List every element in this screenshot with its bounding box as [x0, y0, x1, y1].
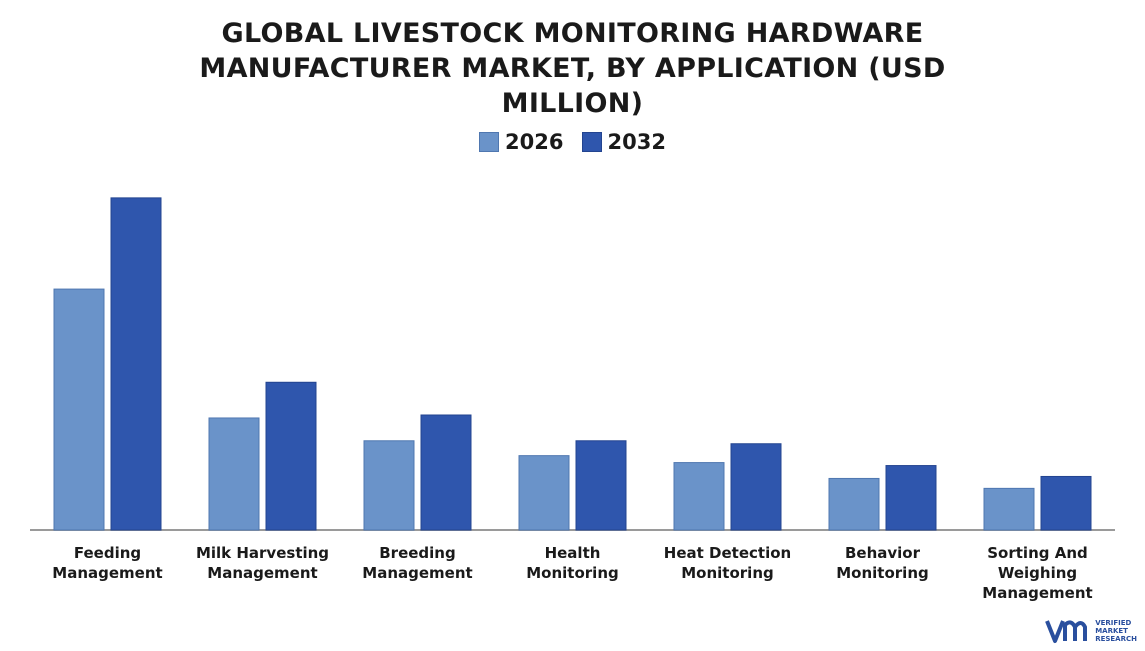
bar-2032-1 [265, 381, 317, 531]
brand-logo-line-2: MARKET [1095, 627, 1128, 635]
bar-2026-0 [53, 288, 105, 531]
x-tick-label-3-1: Monitoring [526, 564, 618, 582]
legend-swatch-2026 [479, 132, 500, 152]
x-tick-label-6-0: Sorting And [987, 544, 1087, 562]
x-tick-label-0-1: Management [52, 564, 162, 582]
bar-2032-0 [110, 197, 162, 531]
x-tick-label-2-1: Management [362, 564, 472, 582]
chart-title: GLOBAL LIVESTOCK MONITORING HARDWARE MAN… [0, 16, 1145, 121]
x-tick-label-6-1: Weighing [998, 564, 1077, 582]
legend-item-2026: 2026 [479, 130, 564, 154]
legend-item-2032: 2032 [581, 130, 666, 154]
x-tick-label-5-1: Monitoring [836, 564, 928, 582]
x-tick-label-0-0: Feeding [74, 544, 141, 562]
x-tick-label-2-0: Breeding [379, 544, 455, 562]
bar-2026-3 [518, 455, 570, 531]
brand-logo: VERIFIED MARKET RESEARCH [1045, 617, 1137, 645]
x-tick-label-1-1: Management [207, 564, 317, 582]
vmr-logo-icon [1045, 620, 1088, 643]
brand-logo-line-1: VERIFIED [1095, 619, 1132, 627]
x-tick-label-5-0: Behavior [845, 544, 921, 562]
x-tick-label-3-0: Health [545, 544, 601, 562]
chart-legend: 2026 2032 [0, 130, 1145, 154]
brand-logo-line-3: RESEARCH [1095, 635, 1137, 643]
chart-title-line-1: GLOBAL LIVESTOCK MONITORING HARDWARE [221, 18, 924, 49]
bar-2026-5 [828, 477, 880, 531]
bar-2032-3 [575, 440, 627, 531]
legend-swatch-2032 [581, 132, 602, 152]
bar-2032-5 [885, 465, 937, 531]
bar-2026-6 [983, 487, 1035, 531]
legend-label-2032: 2032 [607, 130, 666, 154]
x-tick-label-6-2: Management [982, 584, 1092, 602]
chart-title-line-2: MANUFACTURER MARKET, BY APPLICATION (USD [199, 53, 946, 84]
x-tick-label-4-0: Heat Detection [664, 544, 791, 562]
x-tick-label-4-1: Monitoring [681, 564, 773, 582]
brand-logo-text: VERIFIED MARKET RESEARCH [1095, 619, 1137, 643]
bar-2026-2 [363, 440, 415, 531]
bar-2026-4 [673, 462, 725, 531]
chart-title-line-3: MILLION) [501, 88, 644, 119]
legend-label-2026: 2026 [505, 130, 564, 154]
bar-2032-4 [730, 443, 782, 531]
x-tick-label-1-0: Milk Harvesting [196, 544, 329, 562]
bar-2032-6 [1040, 475, 1092, 531]
bar-2032-2 [420, 414, 472, 531]
bar-2026-1 [208, 417, 260, 531]
